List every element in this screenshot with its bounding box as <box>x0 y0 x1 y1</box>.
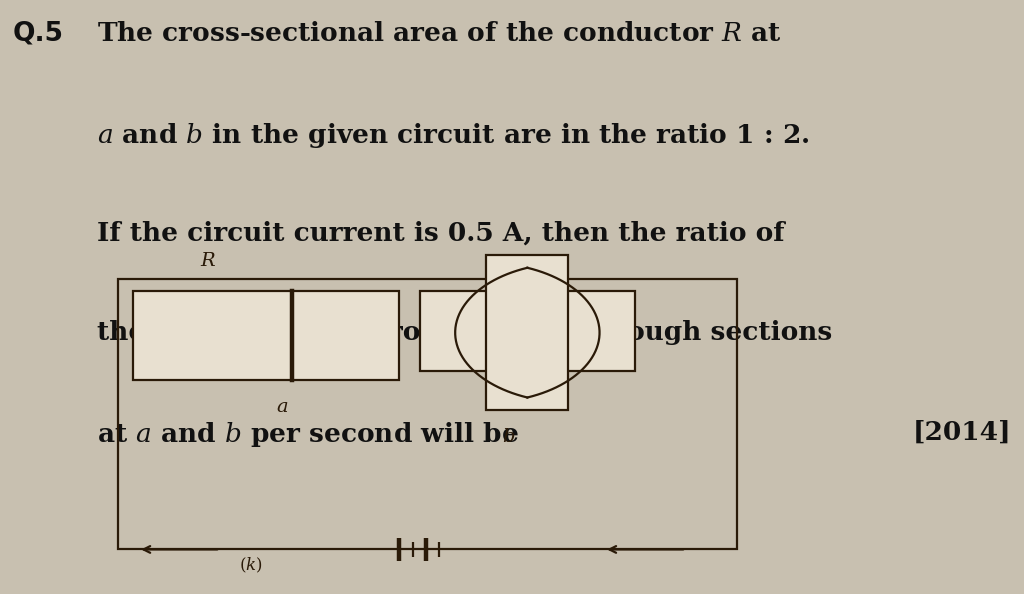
Bar <box>486 255 568 410</box>
Text: $b$: $b$ <box>502 428 515 446</box>
Text: $a$ and $b$ in the given circuit are in the ratio 1 : 2.: $a$ and $b$ in the given circuit are in … <box>97 121 810 150</box>
Text: $R$: $R$ <box>200 252 216 270</box>
Bar <box>118 279 737 549</box>
Text: $a$: $a$ <box>276 398 289 416</box>
Text: the number of electrons flowing through sections: the number of electrons flowing through … <box>97 320 833 345</box>
Text: Q.5: Q.5 <box>12 21 63 47</box>
Text: [2014]: [2014] <box>913 420 1012 445</box>
Text: at $a$ and $b$ per second will be: at $a$ and $b$ per second will be <box>97 420 519 449</box>
Text: If the circuit current is 0.5 A, then the ratio of: If the circuit current is 0.5 A, then th… <box>97 220 784 245</box>
Text: The cross-sectional area of the conductor $R$ at: The cross-sectional area of the conducto… <box>97 21 782 46</box>
Bar <box>133 291 399 380</box>
Text: $(k)$: $(k)$ <box>239 556 263 575</box>
Bar <box>420 291 635 371</box>
